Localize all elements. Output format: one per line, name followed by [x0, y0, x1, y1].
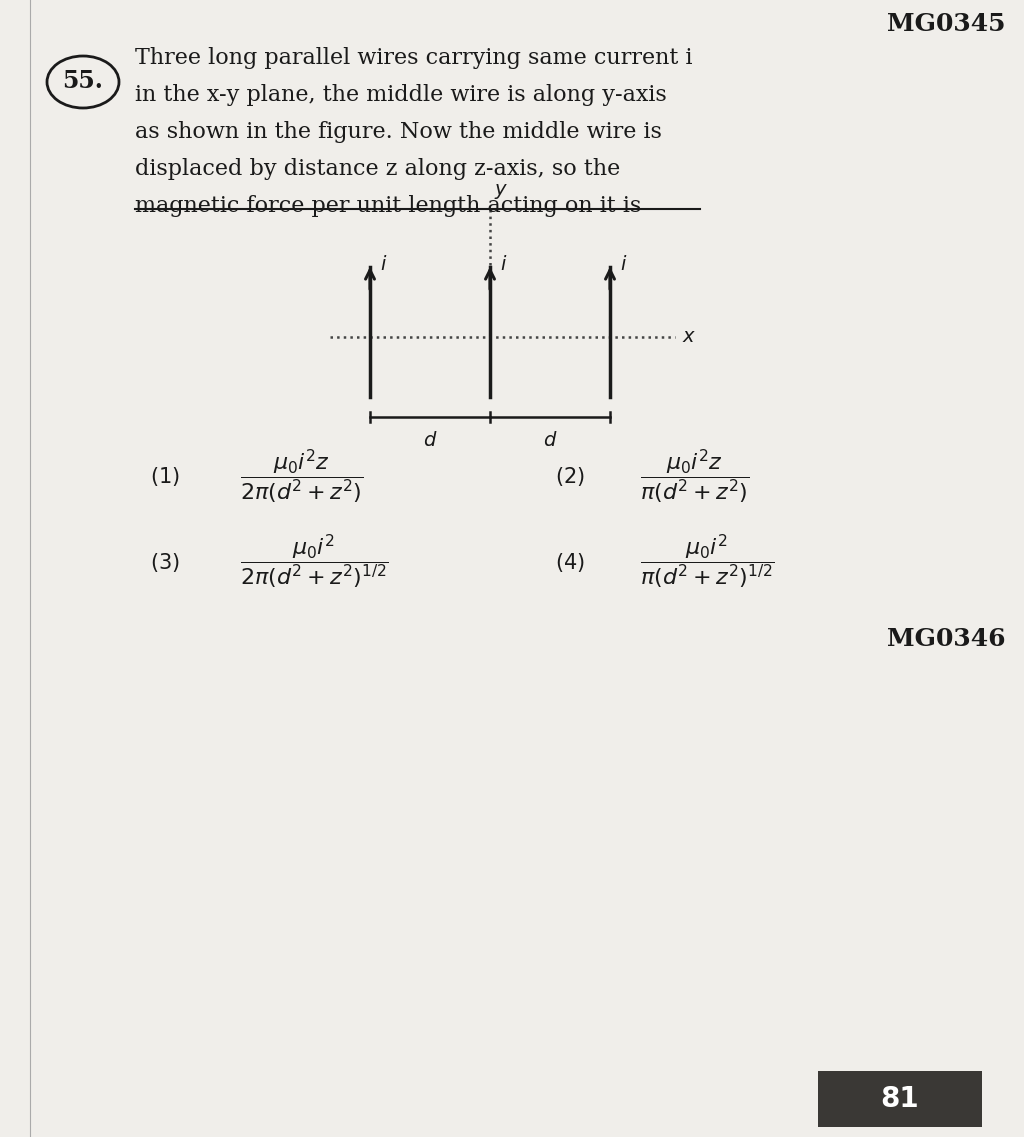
Text: $\dfrac{\mu_0 i^2}{\pi(d^2 + z^2)^{1/2}}$: $\dfrac{\mu_0 i^2}{\pi(d^2 + z^2)^{1/2}}… [640, 532, 775, 591]
Text: $\dfrac{\mu_0 i^2 z}{2\pi(d^2 + z^2)}$: $\dfrac{\mu_0 i^2 z}{2\pi(d^2 + z^2)}$ [240, 448, 364, 506]
Text: $y$: $y$ [494, 182, 508, 201]
Text: $\dfrac{\mu_0 i^2 z}{\pi(d^2 + z^2)}$: $\dfrac{\mu_0 i^2 z}{\pi(d^2 + z^2)}$ [640, 448, 750, 506]
Text: Three long parallel wires carrying same current i: Three long parallel wires carrying same … [135, 47, 692, 69]
Text: as shown in the figure. Now the middle wire is: as shown in the figure. Now the middle w… [135, 121, 662, 143]
Text: $x$: $x$ [682, 327, 696, 347]
Text: $i$: $i$ [620, 255, 628, 274]
Text: magnetic force per unit length acting on it is: magnetic force per unit length acting on… [135, 196, 641, 217]
Text: MG0346: MG0346 [887, 626, 1005, 652]
Text: $d$: $d$ [423, 431, 437, 450]
Text: $(3)$: $(3)$ [150, 550, 180, 573]
Text: $(1)$: $(1)$ [150, 465, 180, 489]
Text: $i$: $i$ [500, 255, 507, 274]
FancyBboxPatch shape [818, 1071, 982, 1127]
Text: displaced by distance z along z-axis, so the: displaced by distance z along z-axis, so… [135, 158, 621, 180]
Text: 81: 81 [881, 1085, 920, 1113]
Text: in the x-y plane, the middle wire is along y-axis: in the x-y plane, the middle wire is alo… [135, 84, 667, 106]
Text: $d$: $d$ [543, 431, 557, 450]
Text: $i$: $i$ [380, 255, 387, 274]
Text: $(4)$: $(4)$ [555, 550, 585, 573]
Text: $\dfrac{\mu_0 i^2}{2\pi(d^2 + z^2)^{1/2}}$: $\dfrac{\mu_0 i^2}{2\pi(d^2 + z^2)^{1/2}… [240, 532, 389, 591]
Text: $(2)$: $(2)$ [555, 465, 585, 489]
Text: 55.: 55. [62, 69, 103, 93]
Text: MG0345: MG0345 [887, 13, 1005, 36]
